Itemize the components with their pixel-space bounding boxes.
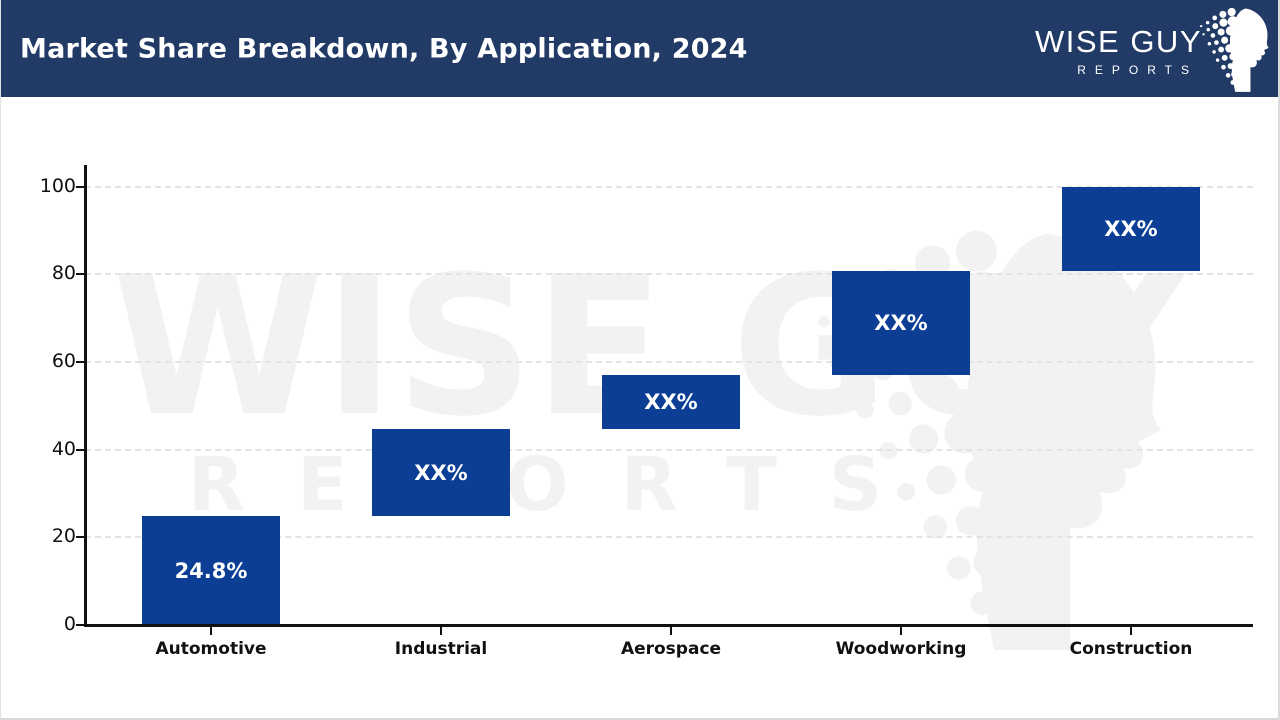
header-bar: Market Share Breakdown, By Application, … [0,0,1280,97]
x-tick-mark-construction [1130,626,1132,635]
gridline-20 [85,536,1253,539]
y-tick-mark-80 [76,273,85,276]
y-tick-mark-0 [76,624,85,626]
gridline-60 [85,360,1253,363]
watermark-text-line2: REPORTS [188,442,935,528]
x-tick-label-industrial: Industrial [394,639,488,659]
bar-automotive: 24.8% [142,516,280,625]
bar-industrial: XX% [372,429,510,517]
bar-woodworking: XX% [832,271,970,376]
bar-label-industrial: XX% [414,460,468,485]
brand-logo: WISE GUY REPORTS [1004,0,1274,97]
gridline-40 [85,448,1253,451]
y-tick-mark-60 [76,360,85,363]
bar-label-woodworking: XX% [874,311,928,336]
gridline-80 [85,273,1253,276]
y-tick-label-20: 20 [51,525,76,548]
x-tick-mark-woodworking [900,626,902,635]
y-tick-label-40: 40 [51,437,76,460]
brand-logo-name: WISE GUY [1034,24,1202,59]
y-tick-mark-100 [76,185,85,188]
x-tick-label-woodworking: Woodworking [835,639,967,659]
x-tick-mark-aerospace [670,626,672,635]
x-tick-mark-automotive [210,626,212,635]
y-tick-label-80: 80 [51,262,76,285]
y-tick-label-60: 60 [51,350,76,373]
y-tick-label-100: 100 [39,174,76,197]
x-tick-label-construction: Construction [1069,639,1193,659]
page-title: Market Share Breakdown, By Application, … [20,33,748,64]
y-tick-mark-40 [76,448,85,451]
y-tick-label-0: 0 [63,613,76,636]
bar-label-construction: XX% [1104,216,1158,241]
x-axis-line [84,624,1253,627]
bar-aerospace: XX% [602,375,740,430]
brand-logo-subtitle: REPORTS [1077,63,1198,77]
x-tick-label-aerospace: Aerospace [620,639,722,659]
y-axis-line [84,165,87,626]
x-tick-mark-industrial [440,626,442,635]
bar-construction: XX% [1062,186,1200,272]
y-tick-mark-20 [76,536,85,539]
bar-label-automotive: 24.8% [174,558,248,583]
bar-label-aerospace: XX% [644,390,698,415]
x-tick-label-automotive: Automotive [155,639,267,659]
gridline-100 [85,185,1253,188]
dotted-face-logo-icon [1180,5,1274,93]
